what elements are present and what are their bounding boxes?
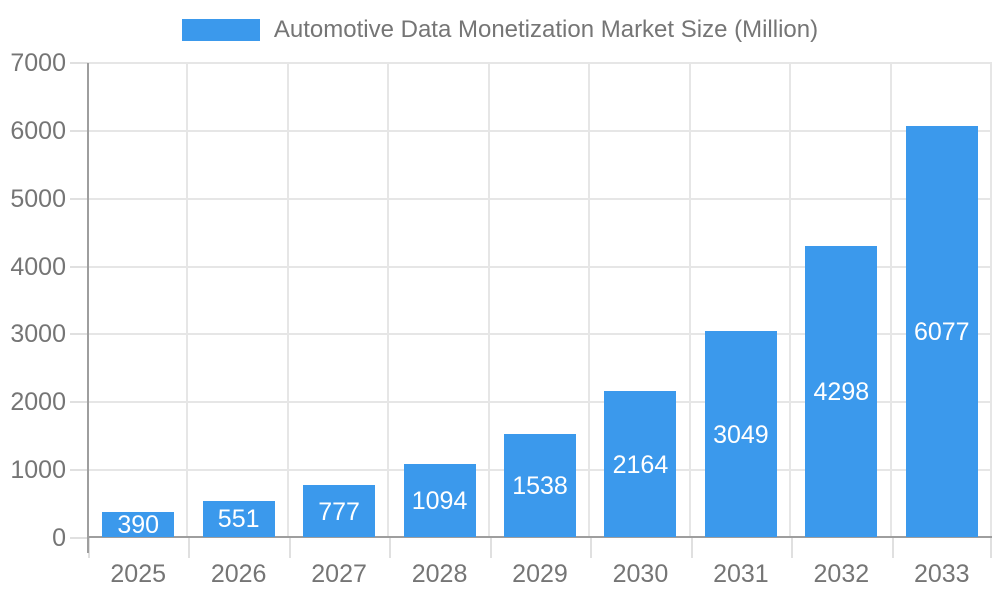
- y-axis-tick-label: 4000: [10, 252, 66, 281]
- y-axis-tick: [70, 129, 88, 132]
- y-axis-tick: [70, 401, 88, 404]
- y-axis-tick-label: 3000: [10, 320, 66, 349]
- vertical-gridline: [186, 63, 189, 538]
- x-axis-category-label: 2027: [311, 560, 367, 588]
- x-axis-category-label: 2029: [512, 560, 568, 588]
- x-axis-tick: [891, 538, 894, 558]
- bar-value-label: 1094: [411, 486, 468, 515]
- legend-swatch: [181, 19, 260, 41]
- bar-value-label: 777: [318, 497, 360, 526]
- x-axis-tick: [88, 538, 90, 558]
- bar-value-label: 1538: [512, 471, 568, 500]
- x-axis-tick: [690, 538, 693, 558]
- x-axis-category-label: 2025: [110, 560, 167, 588]
- y-axis-tick-label: 5000: [10, 184, 66, 213]
- y-axis-tick-label: 0: [52, 524, 66, 552]
- horizontal-gridline: [88, 129, 992, 132]
- bar-value-label: 551: [217, 505, 260, 534]
- vertical-gridline: [286, 63, 289, 538]
- x-axis-tick: [489, 538, 492, 558]
- horizontal-gridline: [88, 265, 992, 268]
- bar[interactable]: [504, 433, 576, 537]
- x-axis-category-label: 2031: [713, 560, 769, 588]
- vertical-gridline: [789, 63, 792, 538]
- x-axis-line: [87, 536, 992, 538]
- horizontal-gridline: [88, 333, 992, 336]
- bar[interactable]: [102, 511, 175, 537]
- bar-value-label: 2164: [612, 450, 669, 479]
- bar-value-label: 3049: [713, 420, 769, 449]
- x-axis-category-label: 2033: [913, 560, 970, 588]
- vertical-gridline: [487, 63, 490, 538]
- x-axis-category-label: 2026: [210, 560, 267, 588]
- x-axis-tick: [990, 538, 992, 558]
- bar[interactable]: [403, 463, 476, 537]
- y-axis-tick-label: 1000: [10, 456, 66, 485]
- x-axis-tick: [188, 538, 191, 558]
- legend-label: Automotive Data Monetization Market Size…: [273, 16, 819, 43]
- x-axis-category-label: 2032: [813, 560, 870, 588]
- vertical-gridline: [889, 63, 892, 538]
- bar[interactable]: [704, 331, 777, 537]
- y-axis-tick: [70, 265, 88, 268]
- chart-legend[interactable]: Automotive Data Monetization Market Size…: [0, 16, 1000, 44]
- bar-value-label: 4298: [813, 378, 870, 407]
- y-axis-tick-label: 7000: [10, 49, 66, 77]
- y-axis-tick-label: 6000: [10, 116, 66, 145]
- bar[interactable]: [303, 485, 376, 537]
- bar[interactable]: [805, 246, 878, 537]
- y-axis-line: [87, 63, 89, 553]
- y-axis-tick-label: 2000: [10, 388, 66, 417]
- vertical-gridline: [588, 63, 591, 538]
- horizontal-gridline: [88, 197, 992, 200]
- vertical-gridline: [990, 63, 992, 538]
- y-axis-tick: [70, 469, 88, 472]
- x-axis-category-label: 2028: [411, 560, 468, 588]
- bar[interactable]: [604, 391, 677, 537]
- x-axis-tick: [288, 538, 291, 558]
- y-axis-tick: [70, 62, 88, 64]
- vertical-gridline: [688, 63, 691, 538]
- bar[interactable]: [202, 500, 275, 537]
- x-axis-tick: [590, 538, 593, 558]
- bar-value-label: 6077: [913, 317, 970, 346]
- y-axis-tick: [70, 197, 88, 200]
- horizontal-gridline: [88, 62, 992, 64]
- x-axis-tick: [389, 538, 392, 558]
- bar-value-label: 390: [117, 510, 160, 539]
- bar[interactable]: [905, 125, 978, 537]
- x-axis-category-label: 2030: [612, 560, 669, 588]
- vertical-gridline: [387, 63, 390, 538]
- y-axis-tick: [70, 537, 88, 539]
- x-axis-tick: [791, 538, 794, 558]
- horizontal-gridline: [88, 401, 992, 404]
- y-axis-tick: [70, 333, 88, 336]
